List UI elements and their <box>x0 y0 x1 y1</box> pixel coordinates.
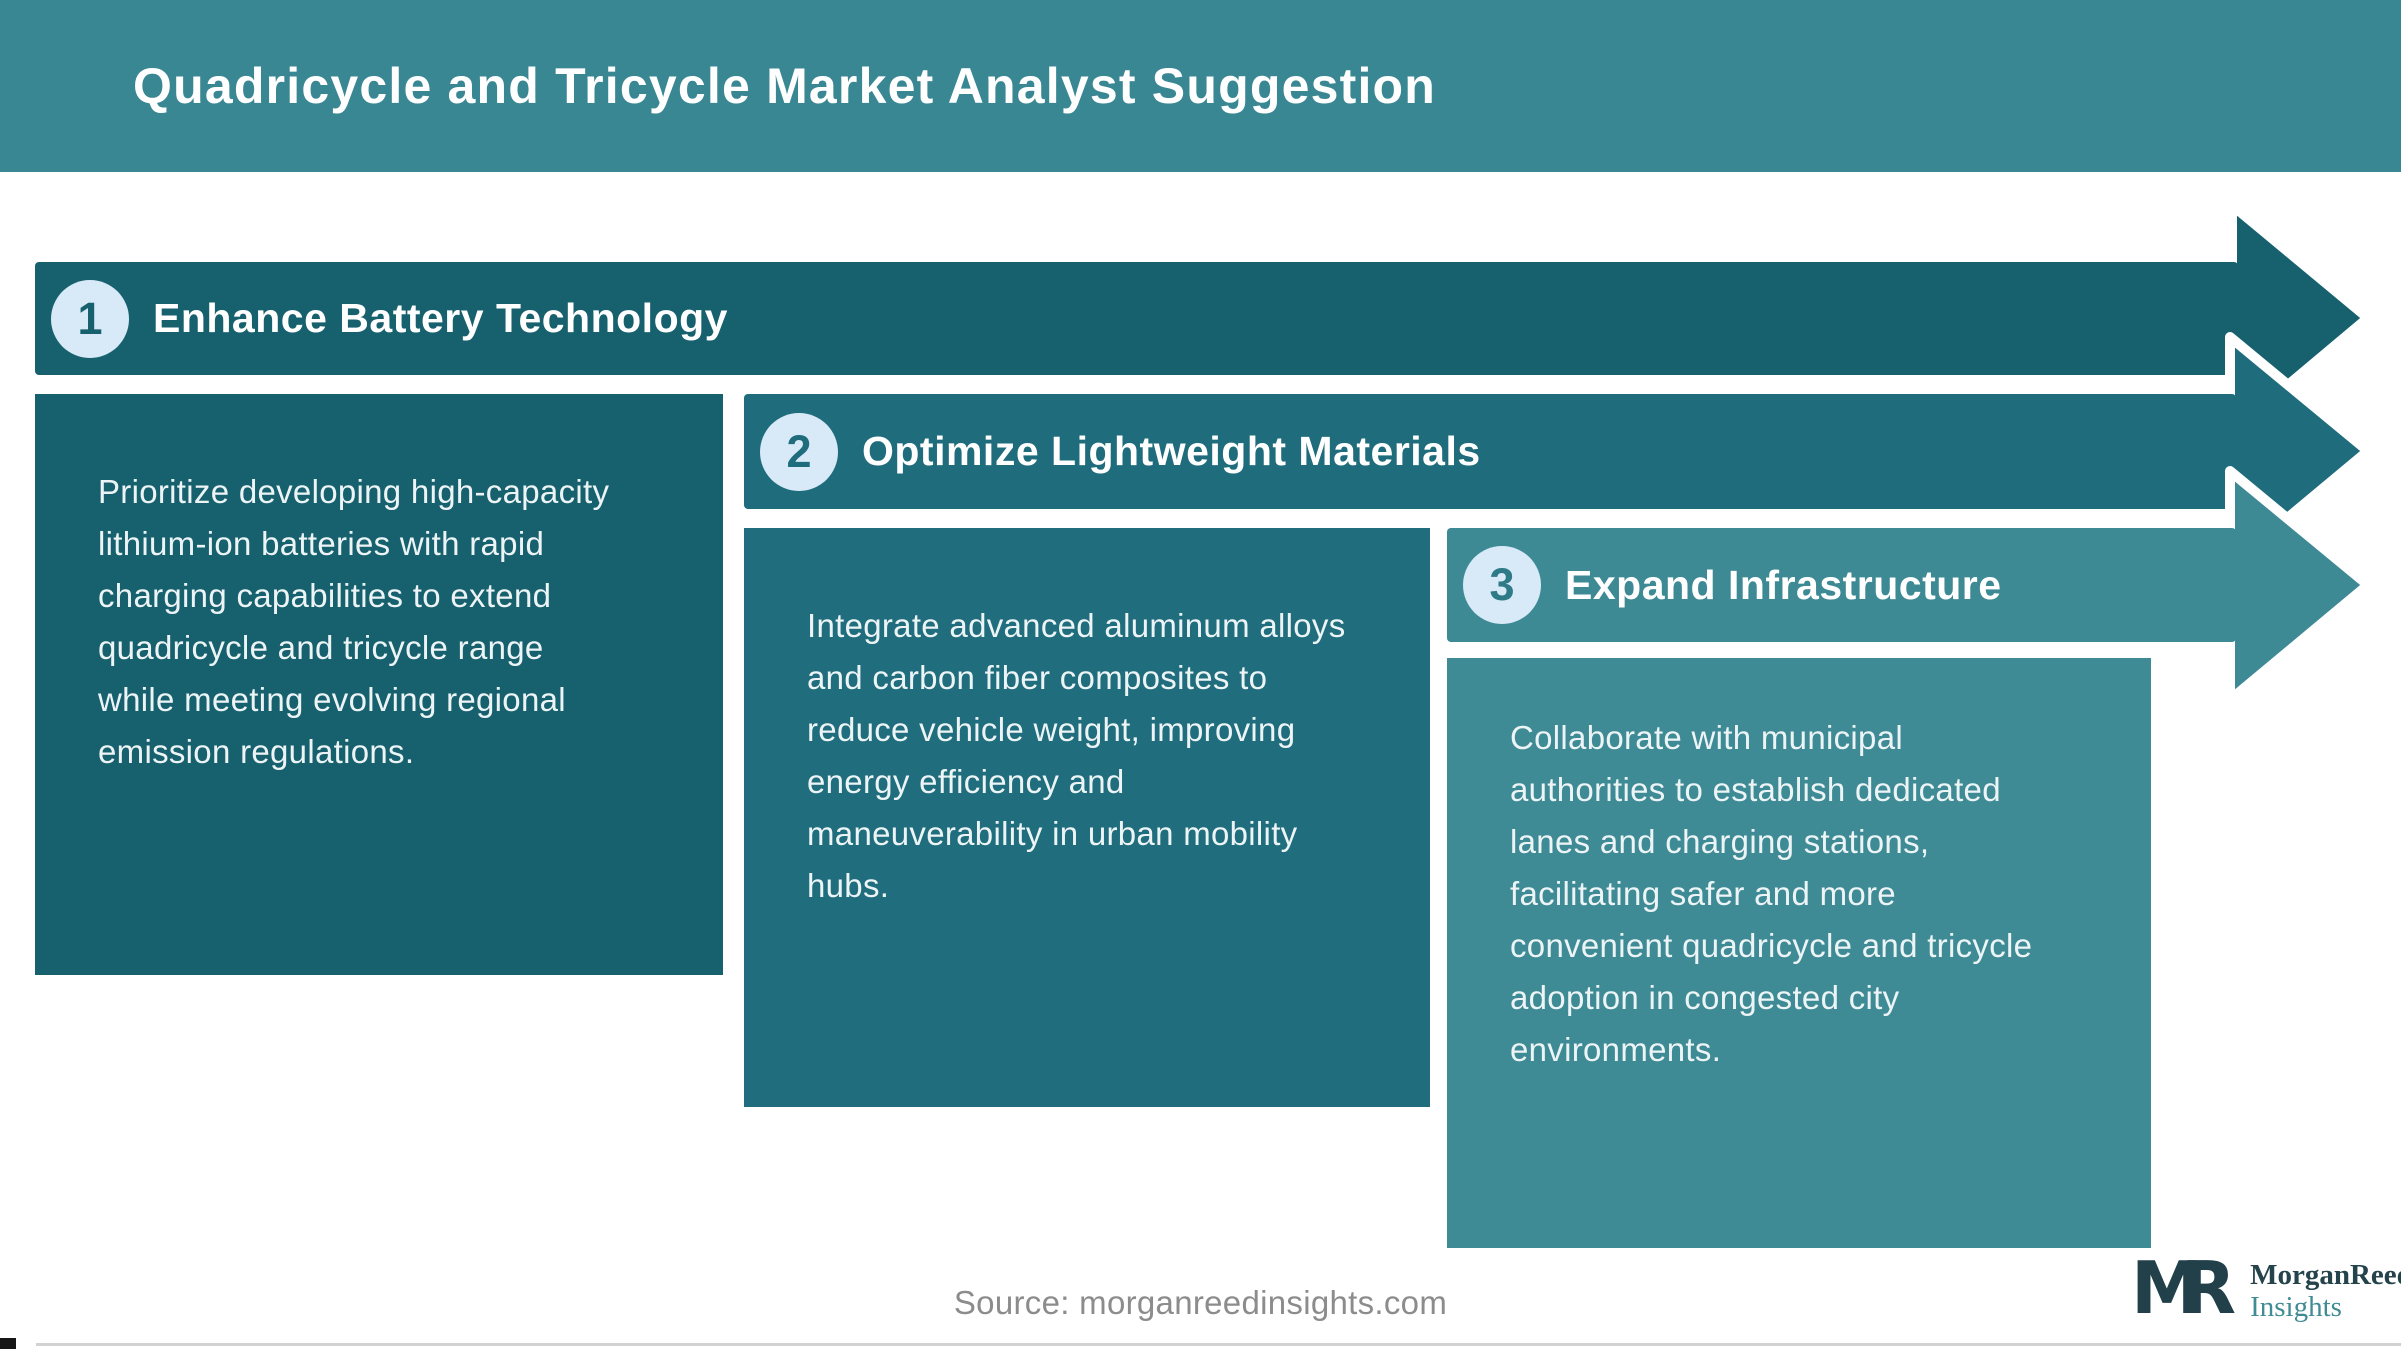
logo-name: MorganReed <box>2250 1259 2401 1291</box>
step-2-box: Integrate advanced aluminum alloys and c… <box>744 528 1430 1107</box>
title-bar: Quadricycle and Tricycle Market Analyst … <box>0 0 2401 172</box>
step-1-box: Prioritize developing high-capacity lith… <box>35 394 723 975</box>
bottom-divider <box>36 1343 2401 1346</box>
logo-monogram: MR <box>2131 1252 2236 1324</box>
step-1-heading: Enhance Battery Technology <box>153 295 728 341</box>
step-2-number-badge: 2 <box>760 412 838 491</box>
step-1-number-badge: 1 <box>51 279 129 358</box>
logo-tagline: Insights <box>2250 1291 2342 1323</box>
logo-monogram-r: R <box>2180 1246 2237 1330</box>
source-note: Source: morganreedinsights.com <box>953 1284 1448 1321</box>
corner-artifact <box>0 1338 16 1349</box>
step-3-heading: Expand Infrastructure <box>1565 561 2002 608</box>
logo-text: MorganReed Insights <box>2250 1256 2401 1322</box>
arrow-1-head <box>2227 200 2373 437</box>
step-2-description: Integrate advanced aluminum alloys and c… <box>807 607 1346 904</box>
step-3-bar-label: 3 Expand Infrastructure <box>1447 528 2207 642</box>
step-1-description: Prioritize developing high-capacity lith… <box>98 473 610 770</box>
step-3-description: Collaborate with municipal authorities t… <box>1510 719 2033 1068</box>
step-1-bar-label: 1 Enhance Battery Technology <box>35 262 2035 375</box>
logo-monogram-m: M <box>2131 1246 2203 1330</box>
arrow-3-head <box>2225 466 2373 705</box>
step-3-number-badge: 3 <box>1463 546 1541 624</box>
step-2-bar-label: 2 Optimize Lightweight Materials <box>744 394 2044 509</box>
step-2-heading: Optimize Lightweight Materials <box>862 428 1481 474</box>
brand-logo: MR MorganReed Insights <box>2131 1252 2401 1324</box>
arrow-2-head <box>2225 332 2373 571</box>
step-3-box: Collaborate with municipal authorities t… <box>1447 658 2151 1248</box>
page-title: Quadricycle and Tricycle Market Analyst … <box>133 58 1437 114</box>
